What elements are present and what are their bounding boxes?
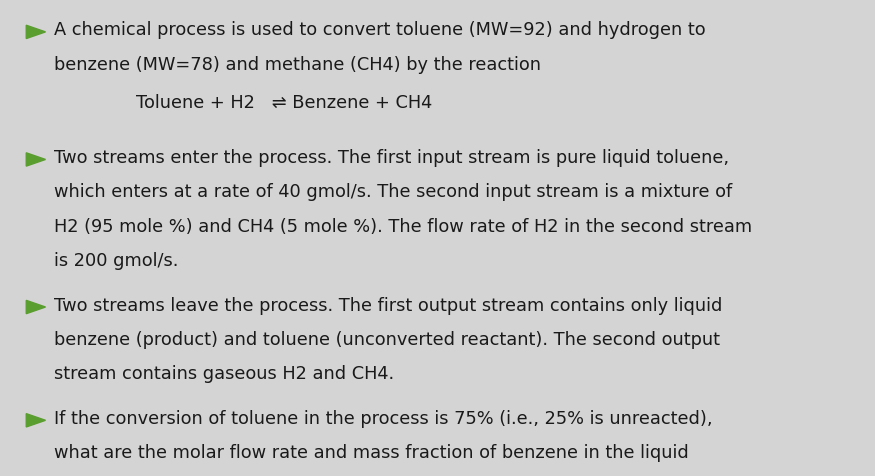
Text: is 200 gmol/s.: is 200 gmol/s. (54, 252, 178, 270)
Polygon shape (26, 153, 46, 166)
Text: which enters at a rate of 40 gmol/s. The second input stream is a mixture of: which enters at a rate of 40 gmol/s. The… (54, 183, 732, 201)
Polygon shape (26, 414, 46, 427)
Text: what are the molar flow rate and mass fraction of benzene in the liquid: what are the molar flow rate and mass fr… (54, 444, 689, 462)
Text: benzene (MW=78) and methane (CH4) by the reaction: benzene (MW=78) and methane (CH4) by the… (54, 56, 542, 74)
Text: stream contains gaseous H2 and CH4.: stream contains gaseous H2 and CH4. (54, 365, 395, 383)
Text: benzene (product) and toluene (unconverted reactant). The second output: benzene (product) and toluene (unconvert… (54, 331, 720, 349)
Polygon shape (26, 25, 46, 39)
Text: A chemical process is used to convert toluene (MW=92) and hydrogen to: A chemical process is used to convert to… (54, 21, 706, 40)
Text: H2 (95 mole %) and CH4 (5 mole %). The flow rate of H2 in the second stream: H2 (95 mole %) and CH4 (5 mole %). The f… (54, 218, 752, 236)
Text: If the conversion of toluene in the process is 75% (i.e., 25% is unreacted),: If the conversion of toluene in the proc… (54, 410, 713, 428)
Text: Toluene + H2   ⇌ Benzene + CH4: Toluene + H2 ⇌ Benzene + CH4 (136, 94, 432, 112)
Polygon shape (26, 300, 46, 314)
Text: Two streams enter the process. The first input stream is pure liquid toluene,: Two streams enter the process. The first… (54, 149, 730, 167)
Text: Two streams leave the process. The first output stream contains only liquid: Two streams leave the process. The first… (54, 297, 723, 315)
